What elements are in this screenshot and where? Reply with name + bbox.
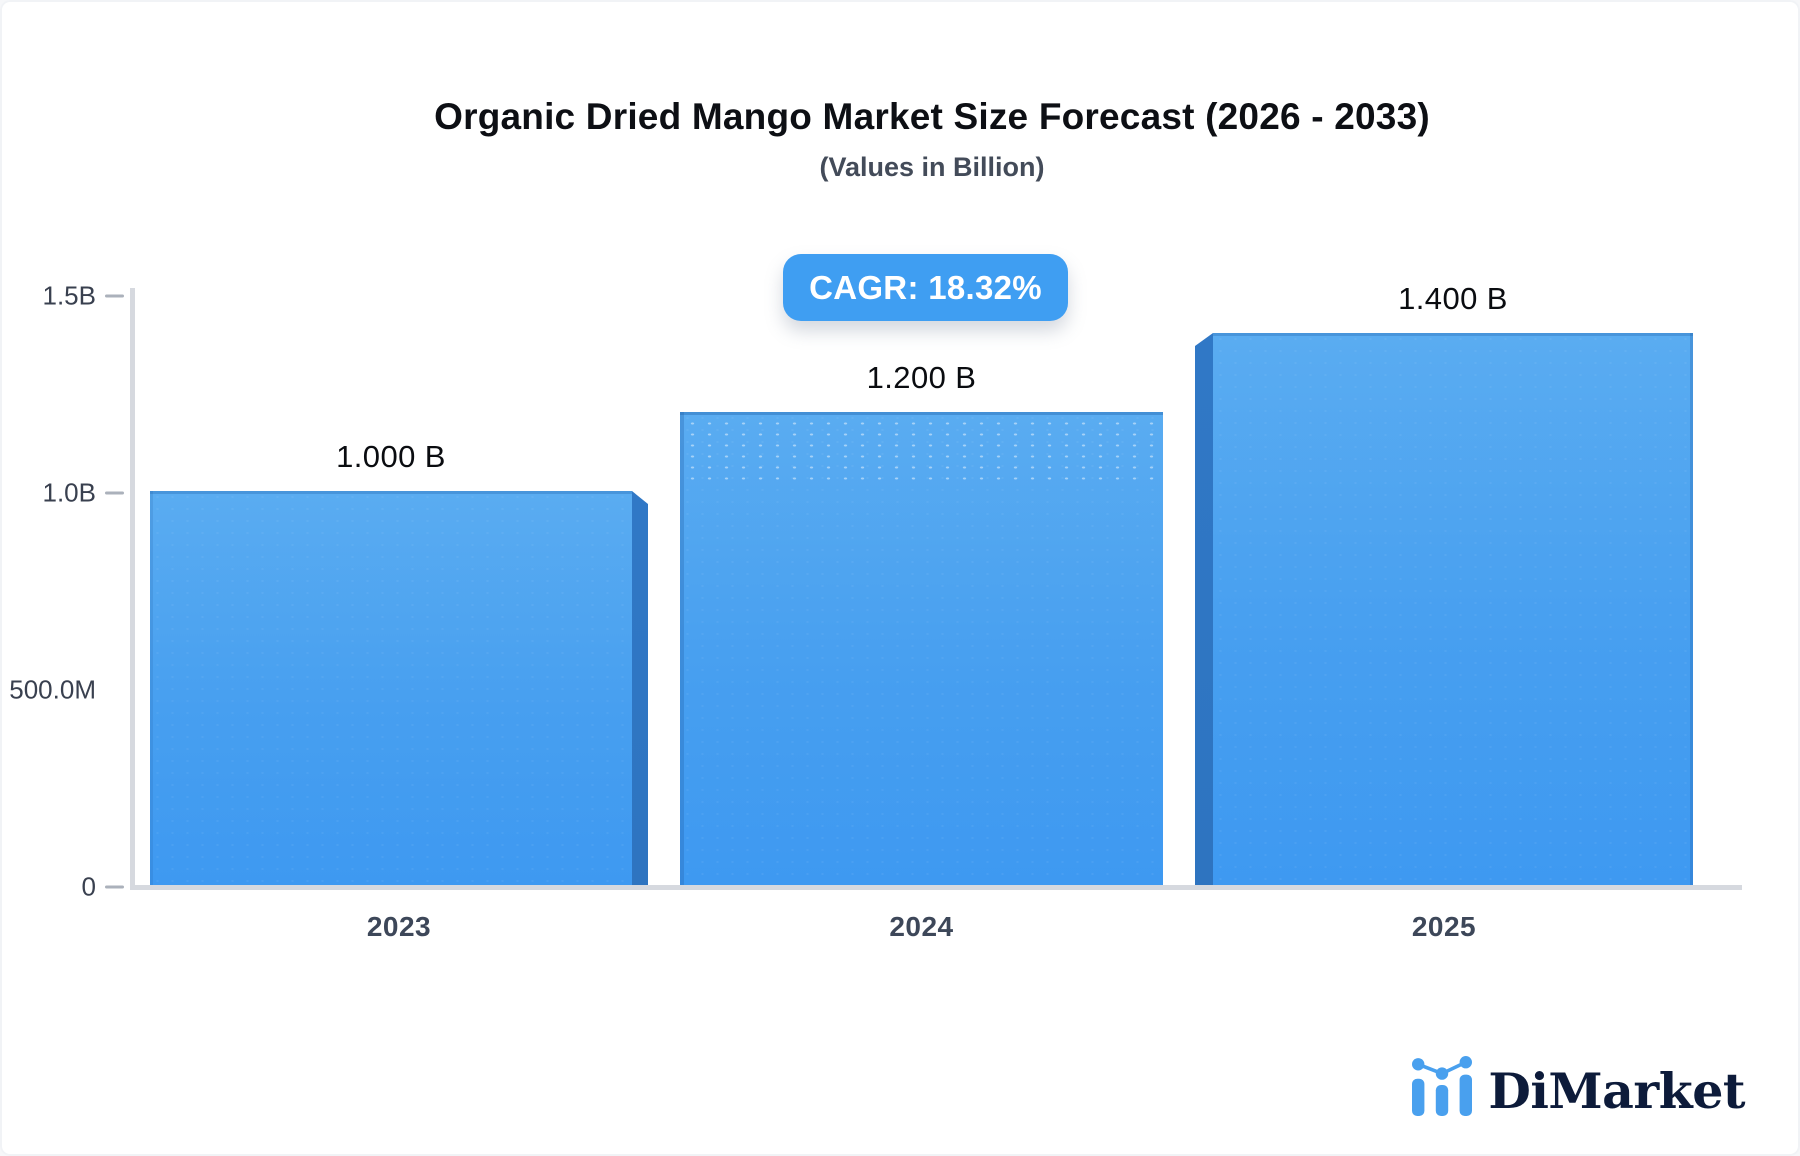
brand-logo[interactable]: DiMarket [1409,1056,1745,1116]
y-tick-1-5b: 1.5B [0,281,124,312]
x-axis-line [130,885,1742,890]
bar-chart-logo-icon [1412,1056,1473,1116]
y-tick-1-0b: 1.0B [0,478,124,509]
bar-2023[interactable] [150,491,632,885]
y-tick-500m: 500.0M [0,675,124,706]
y-tick-label: 500.0M [9,674,96,705]
cagr-badge-label: CAGR: 18.32% [809,268,1042,306]
y-axis-line [130,288,135,890]
bar-value-label-2023: 1.000 B [336,439,446,474]
bar-2024[interactable] [680,412,1163,885]
y-tick-label: 1.5B [42,280,97,311]
bar-2023-3d-side [632,491,648,885]
x-axis-label-2024: 2024 [889,911,954,942]
bar-value-label-2024: 1.200 B [866,360,977,395]
y-tick-mark [105,885,124,889]
bar-2025-3d-side [1195,333,1213,885]
cagr-badge: CAGR: 18.32% [783,254,1068,321]
brand-name: DiMarket [1488,1062,1745,1120]
bar-2025[interactable] [1213,333,1693,885]
bar-value-label-2025: 1.400 B [1398,281,1508,316]
chart-header: Organic Dried Mango Market Size Forecast… [64,96,1800,183]
page-title: Organic Dried Mango Market Size Forecast… [434,96,1430,137]
y-tick-mark [105,491,124,495]
y-tick-0: 0 [0,872,124,903]
y-tick-label: 0 [81,871,96,902]
y-tick-label: 1.0B [42,477,97,508]
x-axis-label-2023: 2023 [366,911,432,942]
chart-subtitle: (Values in Billion) [819,152,1045,182]
y-tick-mark [105,294,124,298]
x-axis-label-2025: 2025 [1411,911,1477,942]
